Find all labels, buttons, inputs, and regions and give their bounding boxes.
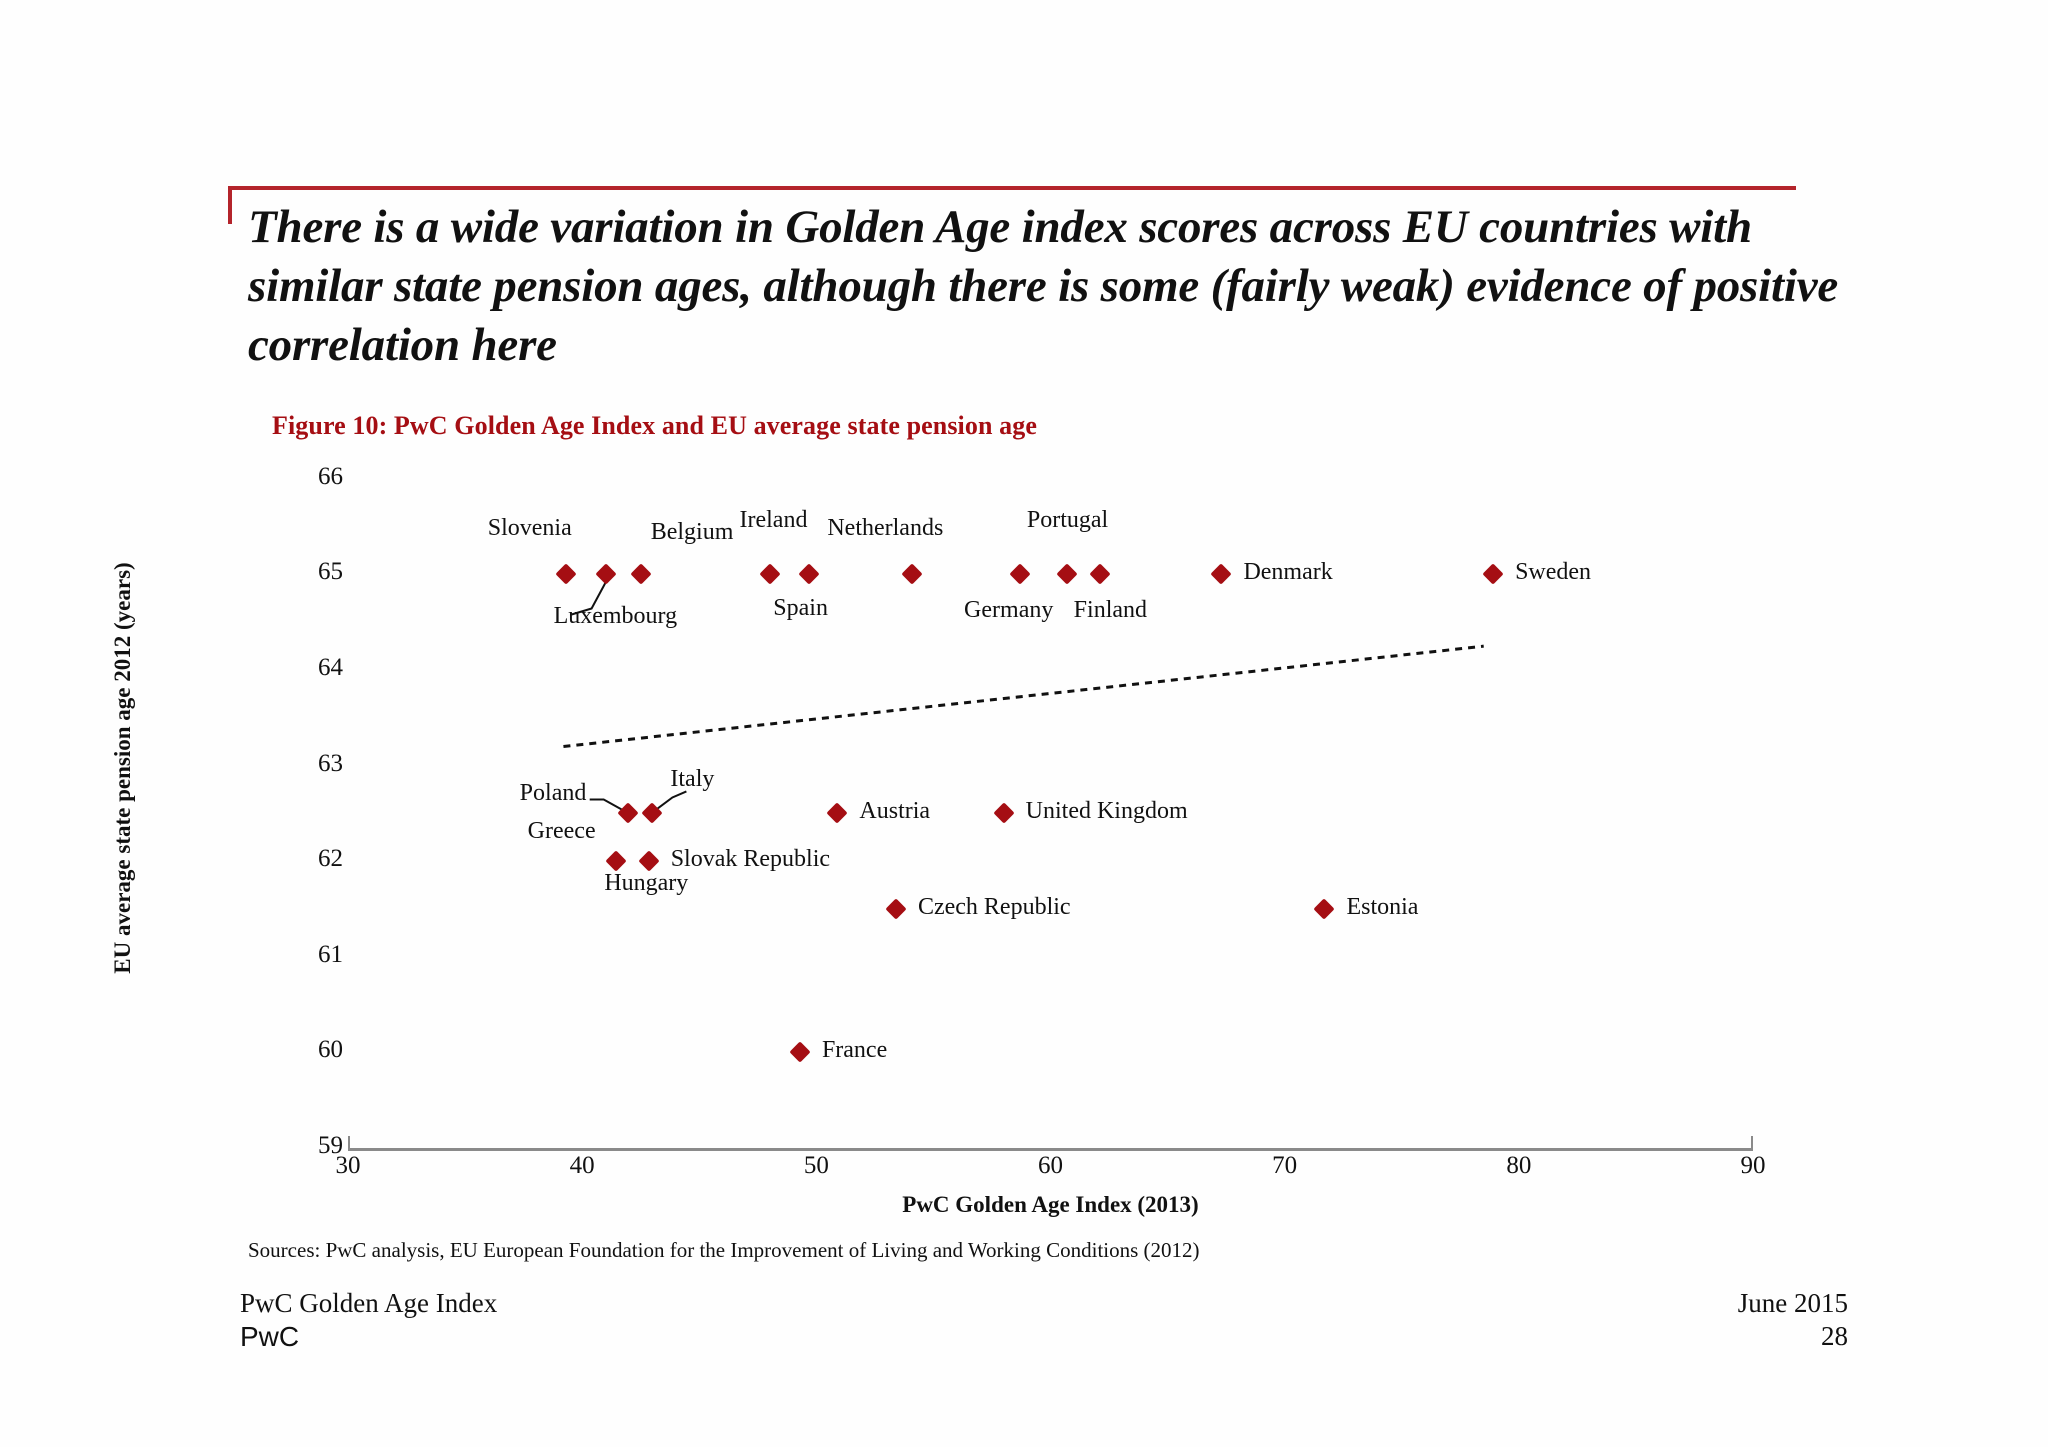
source-note: Sources: PwC analysis, EU European Found… xyxy=(248,1238,1200,1262)
data-point-label: Sweden xyxy=(1515,559,1592,586)
x-axis-tick-label: 70 xyxy=(1272,1152,1298,1179)
data-point-label: Slovenia xyxy=(487,515,572,542)
label-leader-line xyxy=(655,790,687,811)
data-point-label: Italy xyxy=(670,766,715,793)
y-axis-tick-label: 66 xyxy=(318,462,343,490)
x-axis-line xyxy=(348,1148,1753,1151)
data-point-label: Slovak Republic xyxy=(670,846,831,873)
data-point-marker xyxy=(641,802,663,825)
footer-date: June 2015 xyxy=(1737,1288,1848,1318)
y-axis-tick-label: 65 xyxy=(318,558,343,586)
data-point-marker xyxy=(885,898,907,920)
x-axis-tick-label: 50 xyxy=(803,1152,829,1179)
data-point-label: Austria xyxy=(859,798,931,825)
footer-page-number: 28 xyxy=(1821,1321,1848,1351)
data-point-label: Estonia xyxy=(1346,894,1419,921)
data-point-label: Luxembourg xyxy=(553,603,678,630)
data-point-marker xyxy=(1089,563,1111,586)
x-axis-tick-label: 80 xyxy=(1506,1152,1532,1179)
data-point-label: Portugal xyxy=(1026,507,1109,534)
data-point-marker xyxy=(826,802,849,825)
data-point-marker xyxy=(1009,563,1031,586)
accent-rule-horizontal xyxy=(228,186,1796,190)
x-axis-tick-end xyxy=(1751,1136,1753,1149)
data-point-marker xyxy=(1313,898,1336,920)
x-axis-tick-label: 40 xyxy=(569,1152,595,1179)
x-axis-tick-label: 60 xyxy=(1038,1152,1063,1179)
trendline xyxy=(563,644,1484,749)
data-point-marker xyxy=(638,850,660,872)
data-point-label: United Kingdom xyxy=(1025,798,1188,825)
data-point-label: Germany xyxy=(964,597,1054,624)
data-point-label: Belgium xyxy=(650,519,734,546)
y-axis-tick-label: 60 xyxy=(318,1036,343,1064)
data-point-marker xyxy=(594,563,617,586)
data-point-marker xyxy=(1056,563,1078,586)
y-axis-tick-label: 59 xyxy=(318,1132,343,1159)
x-axis-tick-label: 90 xyxy=(1740,1152,1766,1179)
y-axis-tick-label: 63 xyxy=(318,749,343,777)
y-axis-tick-label: 64 xyxy=(318,654,343,682)
y-axis-tick-label: 62 xyxy=(318,845,343,873)
data-point-label: Poland xyxy=(519,780,587,807)
figure-title: Figure 10: PwC Golden Age Index and EU a… xyxy=(272,411,1037,440)
data-point-label: Denmark xyxy=(1243,559,1333,586)
data-point-label: Hungary xyxy=(604,870,689,897)
y-axis-tick-label: 61 xyxy=(318,940,343,968)
data-point-label: Ireland xyxy=(739,507,808,534)
data-point-marker xyxy=(789,1041,811,1064)
data-point-marker xyxy=(605,850,627,872)
accent-rule-vertical xyxy=(228,186,232,224)
data-point-label: Spain xyxy=(773,595,828,622)
label-leader-line xyxy=(571,582,607,616)
page-title: There is a wide variation in Golden Age … xyxy=(248,201,1839,371)
data-point-marker xyxy=(901,563,923,586)
data-point-label: Greece xyxy=(527,818,596,845)
data-point-marker xyxy=(798,563,820,586)
data-point-label: Czech Republic xyxy=(917,894,1071,921)
data-point-marker xyxy=(758,563,781,586)
x-axis-title: PwC Golden Age Index (2013) xyxy=(902,1192,1199,1217)
footer-document-title: PwC Golden Age Index xyxy=(240,1288,498,1318)
data-point-marker xyxy=(630,563,652,586)
footer-brand-logo: PwC xyxy=(240,1321,300,1352)
data-point-marker xyxy=(993,802,1015,825)
data-point-marker xyxy=(617,802,639,825)
data-point-label: Netherlands xyxy=(827,515,944,542)
x-axis-tick-label: 30 xyxy=(335,1152,361,1179)
x-axis-tick-start xyxy=(348,1136,350,1149)
data-point-marker xyxy=(1482,563,1504,586)
label-leader-line xyxy=(589,798,623,811)
data-point-marker xyxy=(555,563,577,586)
data-point-marker xyxy=(1210,563,1233,586)
y-axis-title: EU average state pension age 2012 (years… xyxy=(110,562,135,974)
data-point-label: Finland xyxy=(1073,597,1148,624)
data-point-label: France xyxy=(821,1037,888,1064)
